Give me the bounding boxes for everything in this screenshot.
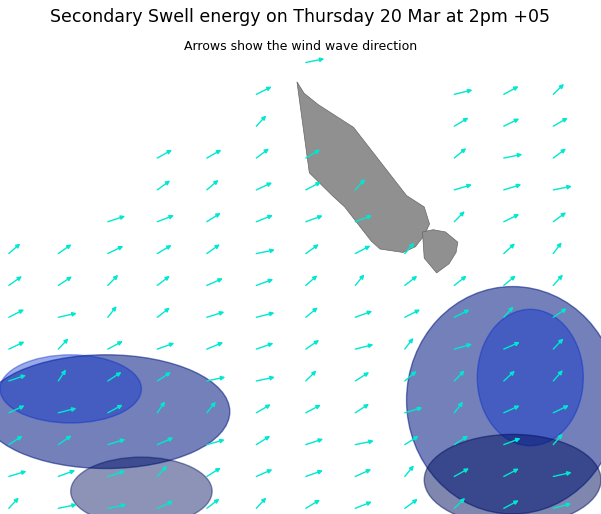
Ellipse shape: [477, 309, 584, 446]
Text: Arrows show the wind wave direction: Arrows show the wind wave direction: [184, 40, 417, 52]
Ellipse shape: [71, 457, 212, 514]
Polygon shape: [297, 82, 430, 252]
Text: Secondary Swell energy on Thursday 20 Mar at 2pm +05: Secondary Swell energy on Thursday 20 Ma…: [50, 8, 551, 26]
Ellipse shape: [0, 355, 230, 469]
Ellipse shape: [424, 434, 601, 514]
Polygon shape: [423, 230, 458, 273]
Ellipse shape: [0, 355, 141, 423]
Ellipse shape: [406, 287, 601, 514]
